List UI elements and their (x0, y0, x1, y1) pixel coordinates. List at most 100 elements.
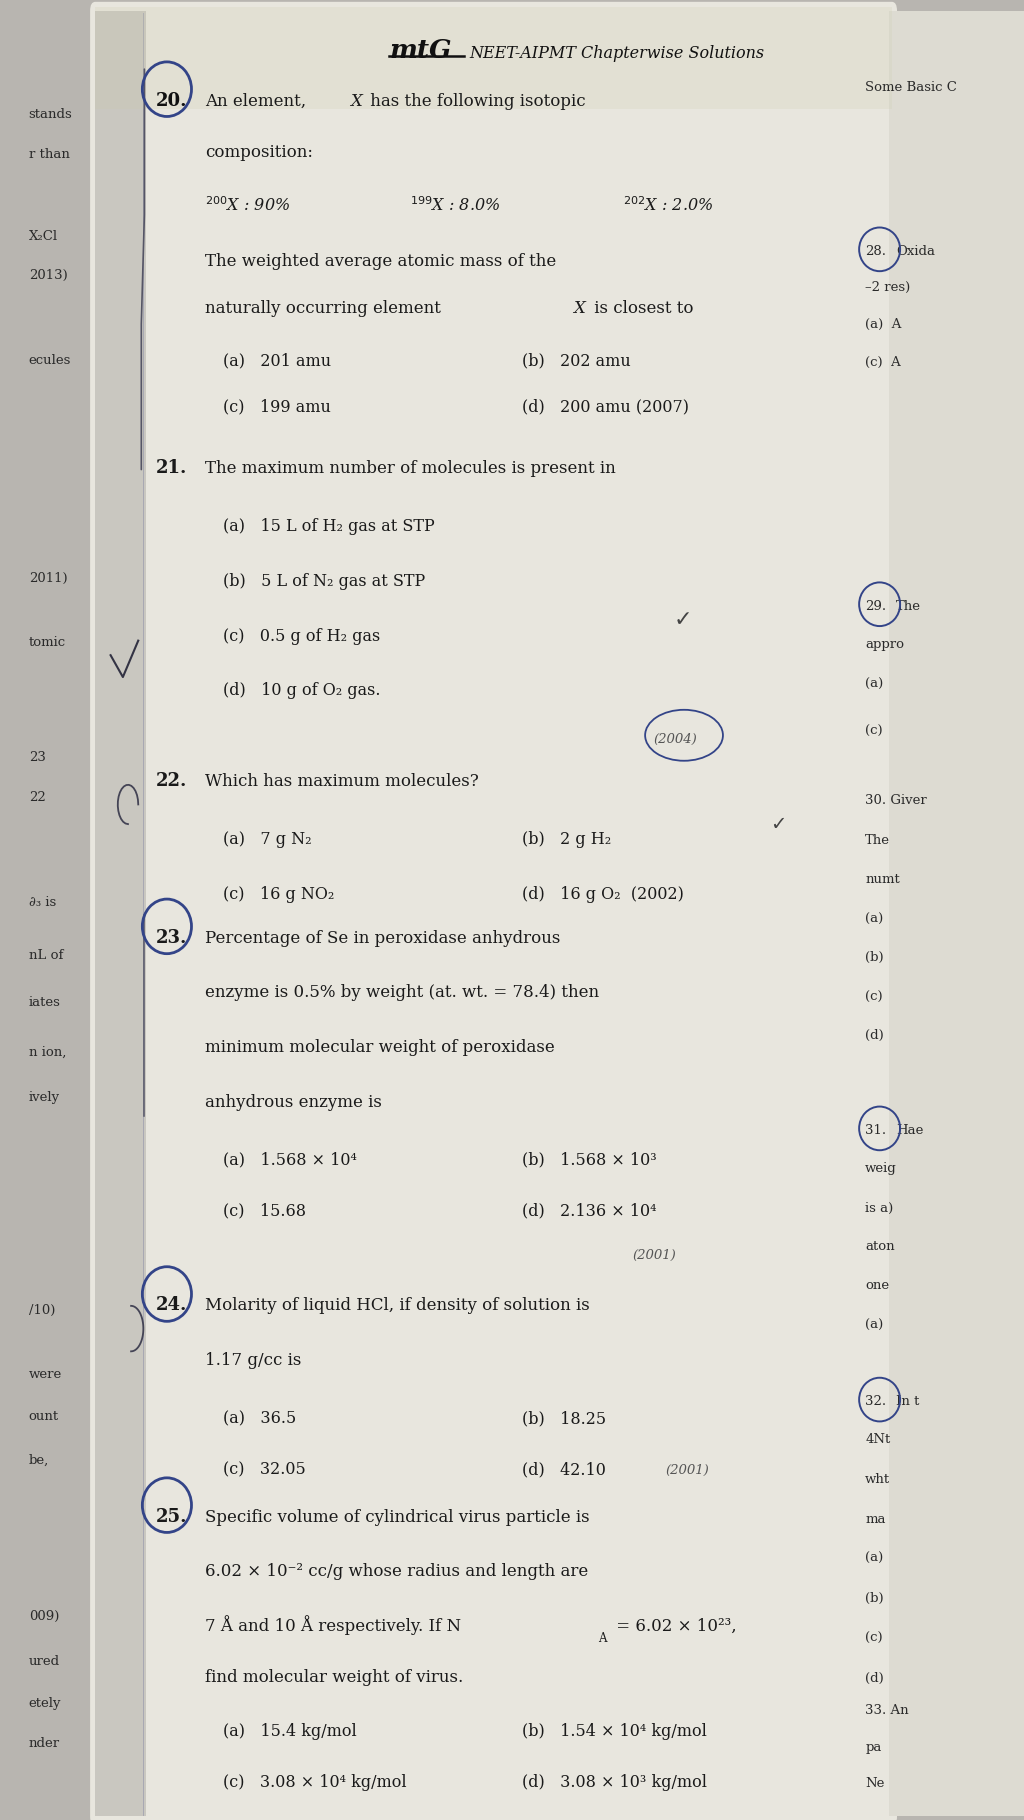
FancyBboxPatch shape (90, 2, 897, 1820)
Text: iates: iates (29, 997, 60, 1010)
Text: composition:: composition: (205, 144, 312, 160)
Text: wht: wht (865, 1474, 891, 1487)
Text: Specific volume of cylindrical virus particle is: Specific volume of cylindrical virus par… (205, 1509, 590, 1525)
Text: The: The (896, 601, 921, 613)
Text: 29.: 29. (865, 601, 887, 613)
Text: aton: aton (865, 1241, 895, 1254)
Text: (a): (a) (865, 914, 884, 926)
Text: 4Nt: 4Nt (865, 1434, 891, 1447)
Text: (c): (c) (865, 992, 883, 1005)
Text: ✓: ✓ (674, 610, 692, 630)
Text: has the following isotopic: has the following isotopic (365, 93, 585, 109)
Text: ount: ount (29, 1410, 58, 1423)
Text: –2 res): –2 res) (865, 282, 910, 295)
FancyBboxPatch shape (889, 11, 1024, 1816)
Text: 7 Å and 10 Å respectively. If N: 7 Å and 10 Å respectively. If N (205, 1614, 461, 1634)
Text: (a)   15 L of H₂ gas at STP: (a) 15 L of H₂ gas at STP (223, 519, 435, 535)
Text: Hae: Hae (896, 1125, 924, 1138)
Text: (b)   2 g H₂: (b) 2 g H₂ (522, 832, 611, 848)
Text: (d): (d) (865, 1673, 884, 1685)
Bar (95, 11, 146, 1816)
Text: 2013): 2013) (29, 269, 68, 282)
Text: (a)  A: (a) A (865, 318, 902, 331)
Text: (a)   7 g N₂: (a) 7 g N₂ (223, 832, 312, 848)
Text: 21.: 21. (156, 459, 187, 477)
Text: 20.: 20. (156, 91, 187, 109)
Text: ecules: ecules (29, 355, 71, 368)
Text: ∂₃ is: ∂₃ is (29, 897, 56, 910)
Text: is closest to: is closest to (589, 300, 693, 317)
Text: r than: r than (29, 149, 70, 162)
Text: (b)   5 L of N₂ gas at STP: (b) 5 L of N₂ gas at STP (223, 573, 426, 590)
Text: (a)   1.568 × 10⁴: (a) 1.568 × 10⁴ (223, 1152, 357, 1168)
Text: In t: In t (896, 1396, 920, 1409)
Text: (b): (b) (865, 1592, 884, 1605)
Text: X: X (350, 93, 362, 109)
Text: (c)   16 g NO₂: (c) 16 g NO₂ (223, 886, 335, 903)
Text: = 6.02 × 10²³,: = 6.02 × 10²³, (611, 1618, 737, 1634)
Text: (a)   36.5: (a) 36.5 (223, 1410, 297, 1427)
Text: Molarity of liquid HCl, if density of solution is: Molarity of liquid HCl, if density of so… (205, 1298, 590, 1314)
Text: 24.: 24. (156, 1296, 187, 1314)
Text: find molecular weight of virus.: find molecular weight of virus. (205, 1669, 463, 1685)
Text: The weighted average atomic mass of the: The weighted average atomic mass of the (205, 253, 556, 269)
Text: (c)   3.08 × 10⁴ kg/mol: (c) 3.08 × 10⁴ kg/mol (223, 1774, 407, 1791)
Text: nder: nder (29, 1738, 59, 1751)
Text: naturally occurring element: naturally occurring element (205, 300, 445, 317)
Text: were: were (29, 1369, 61, 1381)
Text: weig: weig (865, 1163, 897, 1176)
Text: (c)   199 amu: (c) 199 amu (223, 399, 331, 415)
Text: (c)   32.05: (c) 32.05 (223, 1461, 306, 1478)
Text: (d)   10 g of O₂ gas.: (d) 10 g of O₂ gas. (223, 682, 381, 699)
Text: (2004): (2004) (653, 733, 697, 746)
Text: 6.02 × 10⁻² cc/g whose radius and length are: 6.02 × 10⁻² cc/g whose radius and length… (205, 1563, 588, 1580)
Text: (b)   202 amu: (b) 202 amu (522, 353, 631, 369)
Text: (c)   15.68: (c) 15.68 (223, 1203, 306, 1219)
Text: 2011): 2011) (29, 573, 68, 586)
Text: (a): (a) (865, 679, 884, 692)
Bar (95, 7, 892, 109)
Text: (d): (d) (865, 1030, 884, 1043)
Text: 30. Giver: 30. Giver (865, 795, 927, 808)
Text: tomic: tomic (29, 637, 66, 650)
Text: Percentage of Se in peroxidase anhydrous: Percentage of Se in peroxidase anhydrous (205, 930, 560, 946)
Text: X₂Cl: X₂Cl (29, 231, 57, 244)
Text: 22: 22 (29, 792, 45, 804)
Text: nL of: nL of (29, 950, 63, 963)
Text: 33. An: 33. An (865, 1705, 909, 1718)
Text: 28.: 28. (865, 246, 887, 258)
Text: Ne: Ne (865, 1778, 885, 1791)
Text: 009): 009) (29, 1611, 59, 1623)
Text: 25.: 25. (156, 1507, 187, 1525)
Text: (b): (b) (865, 952, 884, 965)
Text: is a): is a) (865, 1203, 894, 1216)
Text: $^{199}$X : 8.0%: $^{199}$X : 8.0% (410, 197, 500, 215)
Text: Oxida: Oxida (896, 246, 935, 258)
Text: numt: numt (865, 874, 900, 886)
Text: Some Basic C: Some Basic C (865, 82, 957, 95)
Text: The maximum number of molecules is present in: The maximum number of molecules is prese… (205, 460, 615, 477)
Text: (d)   200 amu (2007): (d) 200 amu (2007) (522, 399, 689, 415)
Text: be,: be, (29, 1454, 49, 1467)
Text: (c)  A: (c) A (865, 357, 901, 369)
Text: (c)   0.5 g of H₂ gas: (c) 0.5 g of H₂ gas (223, 628, 381, 644)
Text: pa: pa (865, 1742, 882, 1754)
Text: $^{200}$X : 90%: $^{200}$X : 90% (205, 197, 290, 215)
Text: minimum molecular weight of peroxidase: minimum molecular weight of peroxidase (205, 1039, 555, 1056)
Text: one: one (865, 1279, 890, 1292)
Text: An element,: An element, (205, 93, 311, 109)
Text: A: A (598, 1633, 606, 1645)
Text: (a): (a) (865, 1320, 884, 1332)
Text: /10): /10) (29, 1305, 55, 1318)
Text: 23.: 23. (156, 928, 187, 946)
Text: $^{202}$X : 2.0%: $^{202}$X : 2.0% (623, 197, 713, 215)
Text: Which has maximum molecules?: Which has maximum molecules? (205, 774, 478, 790)
Text: 22.: 22. (156, 772, 187, 790)
Text: (c): (c) (865, 1633, 883, 1645)
Text: ured: ured (29, 1656, 59, 1669)
Text: 31.: 31. (865, 1125, 887, 1138)
Text: appro: appro (865, 639, 904, 652)
Text: (a)   15.4 kg/mol: (a) 15.4 kg/mol (223, 1724, 357, 1740)
Text: (2001): (2001) (633, 1250, 677, 1263)
Text: (b)   18.25: (b) 18.25 (522, 1410, 606, 1427)
